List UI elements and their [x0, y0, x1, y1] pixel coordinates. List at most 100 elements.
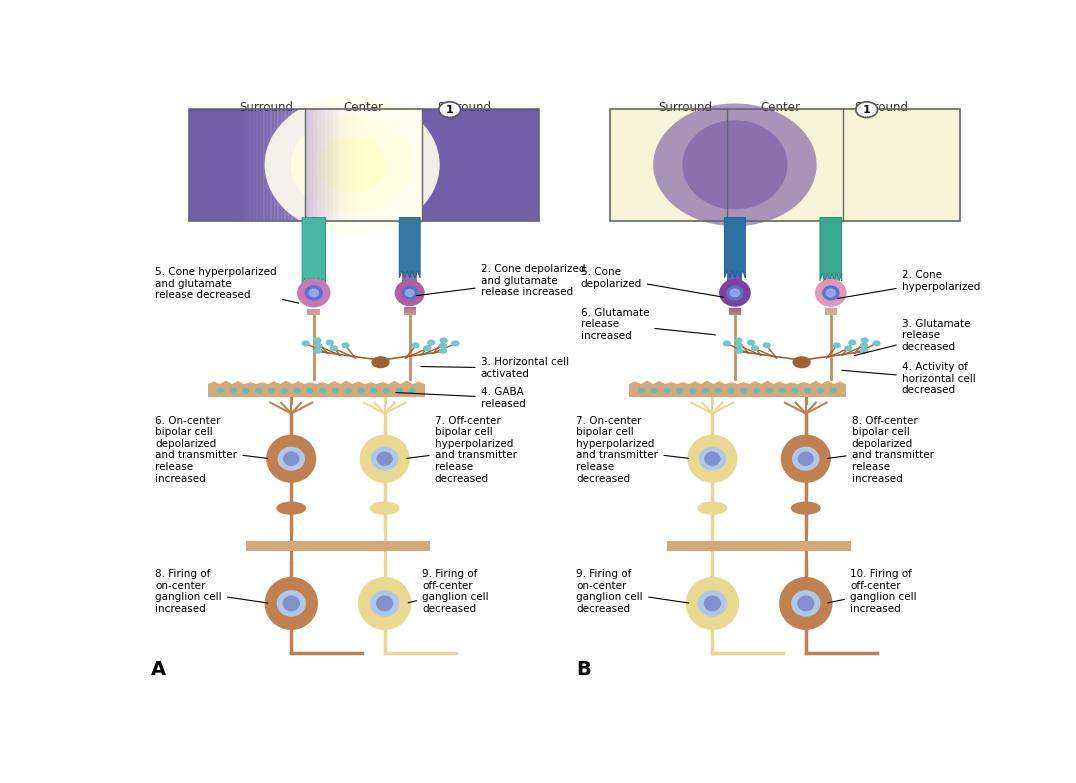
Text: 5. Cone
depolarized: 5. Cone depolarized [581, 267, 724, 298]
Bar [352, 109, 356, 221]
Bar [306, 237, 322, 239]
Bar [823, 276, 838, 277]
Bar [306, 219, 322, 221]
Bar [727, 218, 742, 219]
Bar [823, 244, 838, 246]
Polygon shape [820, 218, 841, 281]
Bar [727, 233, 742, 234]
Ellipse shape [825, 288, 836, 298]
Text: 3. Glutamate
release
decreased: 3. Glutamate release decreased [854, 319, 971, 355]
Bar [188, 109, 306, 221]
Bar [253, 109, 257, 221]
Circle shape [804, 388, 811, 393]
Bar [823, 279, 838, 280]
Bar [208, 384, 425, 397]
Bar [402, 218, 417, 219]
Bar [823, 277, 838, 279]
Bar [402, 262, 417, 264]
Bar [306, 229, 322, 231]
Text: 1: 1 [445, 105, 454, 114]
Ellipse shape [370, 590, 399, 617]
Bar [727, 224, 742, 226]
Circle shape [427, 340, 436, 345]
Text: 7. On-center
bipolar cell
hyperpolarized
and transmitter
release
decreased: 7. On-center bipolar cell hyperpolarized… [577, 416, 689, 484]
Polygon shape [834, 381, 846, 384]
Polygon shape [305, 382, 316, 384]
Circle shape [370, 388, 378, 393]
Circle shape [740, 388, 748, 393]
Bar [629, 384, 846, 397]
Circle shape [439, 342, 447, 348]
Bar [344, 109, 349, 221]
Bar [402, 243, 417, 244]
Text: 9. Firing of
on-center
ganglion cell
decreased: 9. Firing of on-center ganglion cell dec… [577, 569, 689, 614]
Bar [292, 109, 296, 221]
Bar [306, 228, 322, 229]
Ellipse shape [377, 452, 393, 466]
Bar [306, 264, 322, 265]
Bar [727, 243, 742, 244]
Polygon shape [281, 381, 292, 384]
Polygon shape [713, 381, 725, 384]
Text: Surround: Surround [854, 101, 908, 114]
Bar [727, 231, 742, 233]
Ellipse shape [283, 452, 299, 466]
Ellipse shape [779, 577, 833, 630]
Circle shape [676, 388, 683, 393]
Bar [823, 254, 838, 256]
Bar [727, 237, 742, 239]
Bar [823, 228, 838, 229]
Circle shape [751, 345, 759, 352]
Circle shape [344, 388, 352, 393]
Text: Surround: Surround [657, 101, 712, 114]
Bar [823, 271, 838, 272]
Bar [246, 541, 429, 551]
Bar [306, 276, 322, 277]
Bar [306, 272, 322, 274]
Polygon shape [316, 382, 328, 384]
Bar [402, 252, 417, 254]
Bar [239, 109, 243, 221]
Bar [309, 109, 313, 221]
Bar [402, 247, 417, 249]
Bar [306, 262, 322, 264]
Bar [306, 261, 322, 262]
Bar [727, 258, 742, 259]
Bar [823, 226, 838, 228]
Bar [727, 219, 742, 221]
Bar [823, 258, 838, 259]
Bar [402, 249, 417, 251]
Circle shape [638, 388, 646, 393]
Bar [402, 259, 417, 261]
Bar [402, 246, 417, 247]
Circle shape [313, 337, 322, 344]
Bar [823, 249, 838, 251]
Bar [667, 541, 851, 551]
Ellipse shape [791, 502, 821, 514]
Polygon shape [762, 381, 774, 384]
Circle shape [830, 388, 837, 393]
Circle shape [663, 388, 670, 393]
Ellipse shape [685, 577, 739, 630]
Bar [402, 231, 417, 233]
Bar [402, 239, 417, 240]
Bar [823, 236, 838, 237]
Circle shape [451, 341, 459, 346]
Polygon shape [293, 381, 305, 384]
Bar [727, 274, 742, 276]
Bar [823, 222, 838, 224]
Circle shape [651, 388, 659, 393]
Ellipse shape [277, 502, 307, 514]
Bar [727, 271, 742, 272]
Bar [727, 277, 742, 279]
Ellipse shape [697, 590, 727, 617]
Bar [727, 249, 742, 251]
Bar [306, 274, 322, 276]
Circle shape [702, 388, 709, 393]
Bar [306, 249, 322, 251]
Circle shape [229, 388, 237, 393]
Circle shape [723, 341, 731, 346]
Bar [281, 109, 285, 221]
Bar [727, 221, 742, 222]
Polygon shape [341, 381, 352, 384]
